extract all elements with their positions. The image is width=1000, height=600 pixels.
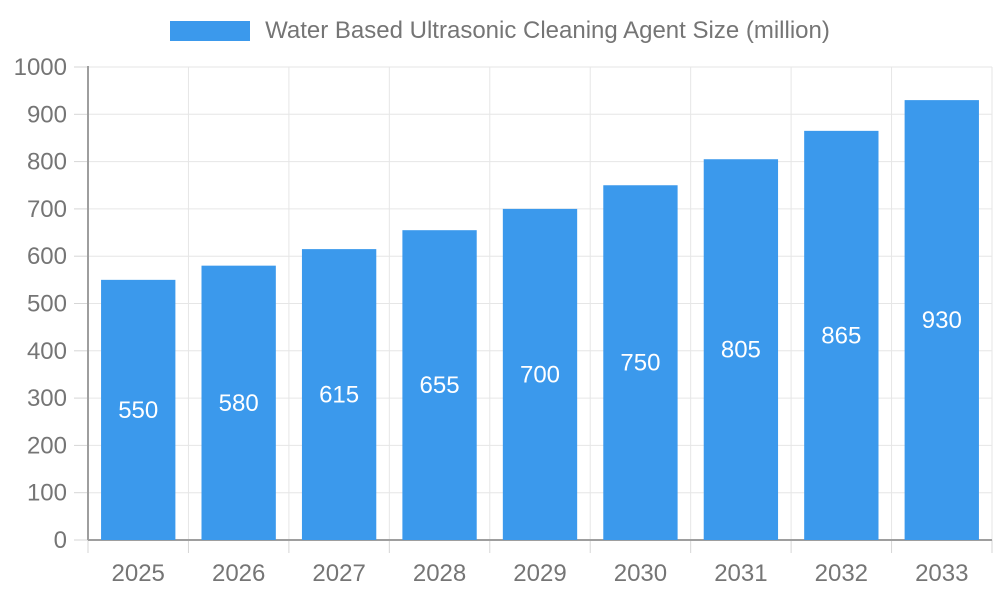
x-axis-label: 2032 bbox=[815, 560, 868, 587]
bar-value-label: 865 bbox=[821, 322, 861, 349]
bar[interactable] bbox=[703, 159, 779, 541]
bar[interactable] bbox=[804, 130, 879, 541]
y-axis-label: 600 bbox=[27, 243, 67, 270]
bar-value-label: 615 bbox=[319, 382, 359, 409]
y-axis-label: 1000 bbox=[14, 54, 67, 81]
x-axis-label: 2033 bbox=[915, 560, 968, 587]
legend-swatch bbox=[170, 21, 251, 41]
bar-value-label: 580 bbox=[219, 390, 259, 417]
bar-value-label: 805 bbox=[721, 337, 761, 364]
bar-value-label: 700 bbox=[520, 361, 560, 388]
x-axis-label: 2029 bbox=[513, 560, 566, 587]
bar-value-label: 655 bbox=[420, 372, 460, 399]
bar-value-label: 550 bbox=[118, 397, 158, 424]
y-axis-label: 700 bbox=[27, 196, 67, 223]
x-axis-label: 2030 bbox=[614, 560, 667, 587]
y-axis-label: 500 bbox=[27, 291, 67, 318]
y-axis-label: 400 bbox=[27, 338, 67, 365]
x-axis-label: 2027 bbox=[312, 560, 365, 587]
bar[interactable] bbox=[101, 279, 176, 540]
bar[interactable] bbox=[502, 208, 578, 540]
bar[interactable] bbox=[201, 265, 276, 540]
x-axis-label: 2031 bbox=[714, 560, 767, 587]
bar-value-label: 750 bbox=[620, 350, 660, 377]
bar[interactable] bbox=[301, 249, 377, 541]
x-axis-label: 2025 bbox=[112, 560, 165, 587]
y-axis-label: 800 bbox=[27, 149, 67, 176]
y-axis-label: 200 bbox=[27, 432, 67, 459]
bar-value-label: 930 bbox=[922, 307, 962, 334]
bar[interactable] bbox=[603, 185, 678, 540]
chart-legend[interactable]: Water Based Ultrasonic Cleaning Agent Si… bbox=[0, 17, 1000, 44]
y-axis-label: 100 bbox=[27, 480, 67, 507]
bar[interactable] bbox=[904, 100, 979, 541]
x-axis-label: 2028 bbox=[413, 560, 466, 587]
bar[interactable] bbox=[402, 230, 477, 540]
y-axis-label: 900 bbox=[27, 101, 67, 128]
x-axis-label: 2026 bbox=[212, 560, 265, 587]
y-axis-label: 0 bbox=[54, 527, 67, 554]
y-axis-label: 300 bbox=[27, 385, 67, 412]
legend-label: Water Based Ultrasonic Cleaning Agent Si… bbox=[265, 17, 830, 44]
